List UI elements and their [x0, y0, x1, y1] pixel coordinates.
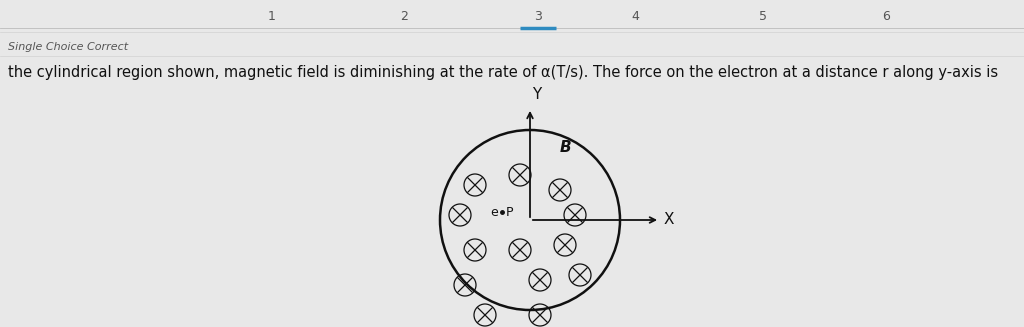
Text: the cylindrical region shown, magnetic field is diminishing at the rate of α(T/s: the cylindrical region shown, magnetic f… [8, 65, 998, 80]
Text: Y: Y [532, 87, 542, 102]
Text: 5: 5 [759, 10, 767, 23]
Text: 3: 3 [534, 10, 542, 23]
Text: e: e [490, 205, 498, 218]
Text: B: B [560, 141, 571, 156]
Text: 6: 6 [882, 10, 890, 23]
Text: 4: 4 [631, 10, 639, 23]
Text: 2: 2 [400, 10, 409, 23]
Text: 1: 1 [267, 10, 275, 23]
Text: X: X [664, 213, 675, 228]
Text: Single Choice Correct: Single Choice Correct [8, 42, 128, 52]
Text: P: P [506, 205, 513, 218]
